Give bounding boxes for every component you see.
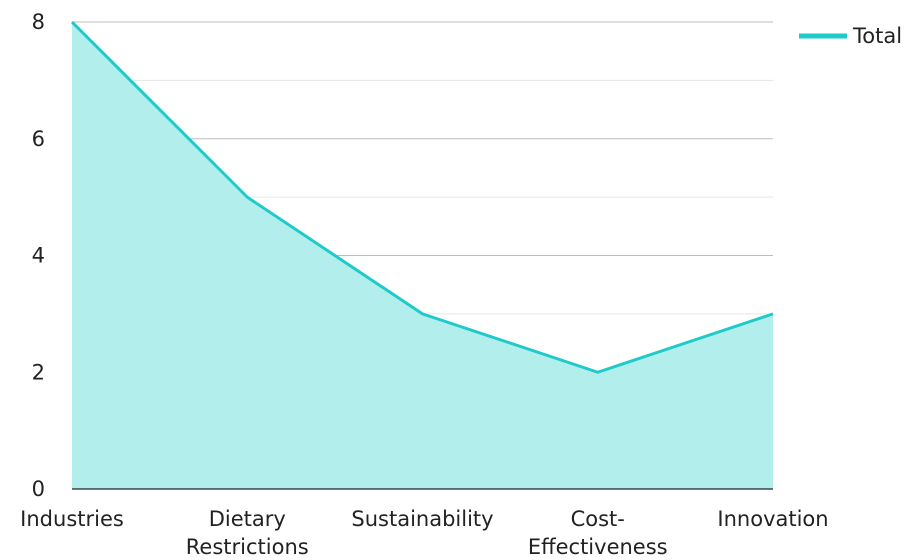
legend: Total (799, 24, 902, 48)
x-tick-label: Dietary Restrictions (186, 507, 309, 559)
x-tick-label: Cost-Effectiveness (528, 507, 668, 559)
x-tick-label: Innovation (717, 507, 828, 531)
y-tick-label: 4 (32, 244, 45, 268)
y-tick-label: 6 (32, 127, 45, 151)
y-axis-ticks: 0 2 4 6 8 (32, 10, 45, 501)
x-tick-label: Industries (20, 507, 124, 531)
area-series (70, 20, 774, 489)
legend-label-total: Total (852, 24, 902, 48)
y-tick-label: 8 (32, 10, 45, 34)
y-tick-label: 0 (32, 477, 45, 501)
y-tick-label: 2 (32, 360, 45, 384)
x-tick-label: Sustainability (351, 507, 493, 531)
x-axis-ticks: Industries Dietary Restrictions Sustainabil… (20, 507, 828, 559)
